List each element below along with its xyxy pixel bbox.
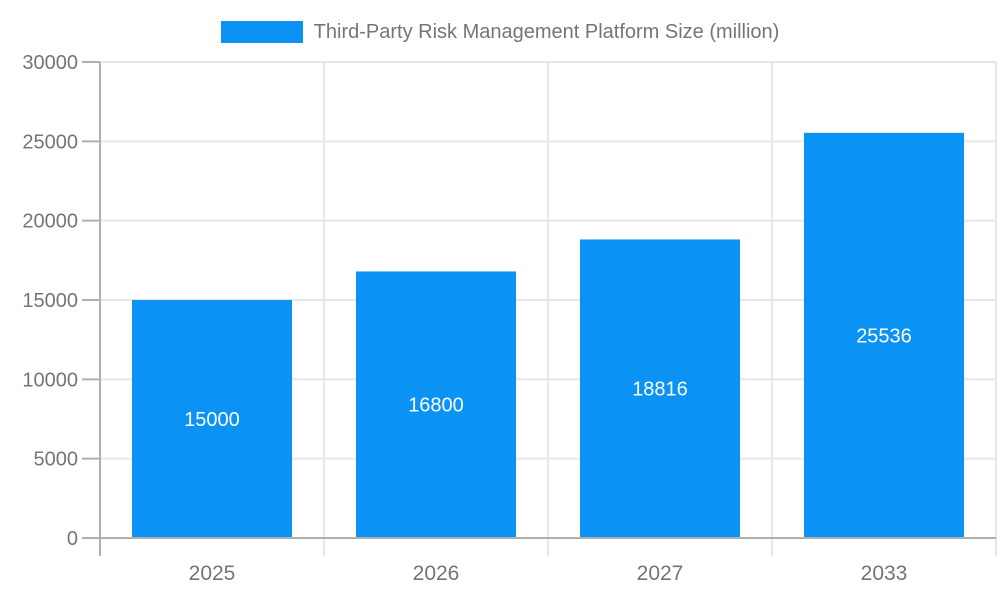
y-tick-label: 5000: [34, 449, 79, 471]
bar-value-label: 16800: [408, 395, 464, 417]
y-tick-label: 0: [67, 528, 78, 550]
bar[interactable]: [132, 300, 292, 538]
y-tick-label: 25000: [22, 131, 78, 153]
bar-value-label: 25536: [856, 325, 912, 347]
x-tick-label: 2033: [861, 562, 908, 585]
y-tick-label: 15000: [22, 290, 78, 312]
y-tick-label: 10000: [22, 369, 78, 391]
x-tick-label: 2027: [637, 562, 684, 585]
bar[interactable]: [804, 132, 964, 538]
y-tick-label: 30000: [22, 52, 78, 74]
bar[interactable]: [356, 271, 516, 538]
y-tick-label: 20000: [22, 211, 78, 233]
bar[interactable]: [580, 239, 740, 538]
bar-value-label: 15000: [184, 409, 240, 431]
x-tick-label: 2025: [189, 562, 236, 585]
bar-value-label: 18816: [632, 379, 688, 401]
x-tick-label: 2026: [413, 562, 460, 585]
